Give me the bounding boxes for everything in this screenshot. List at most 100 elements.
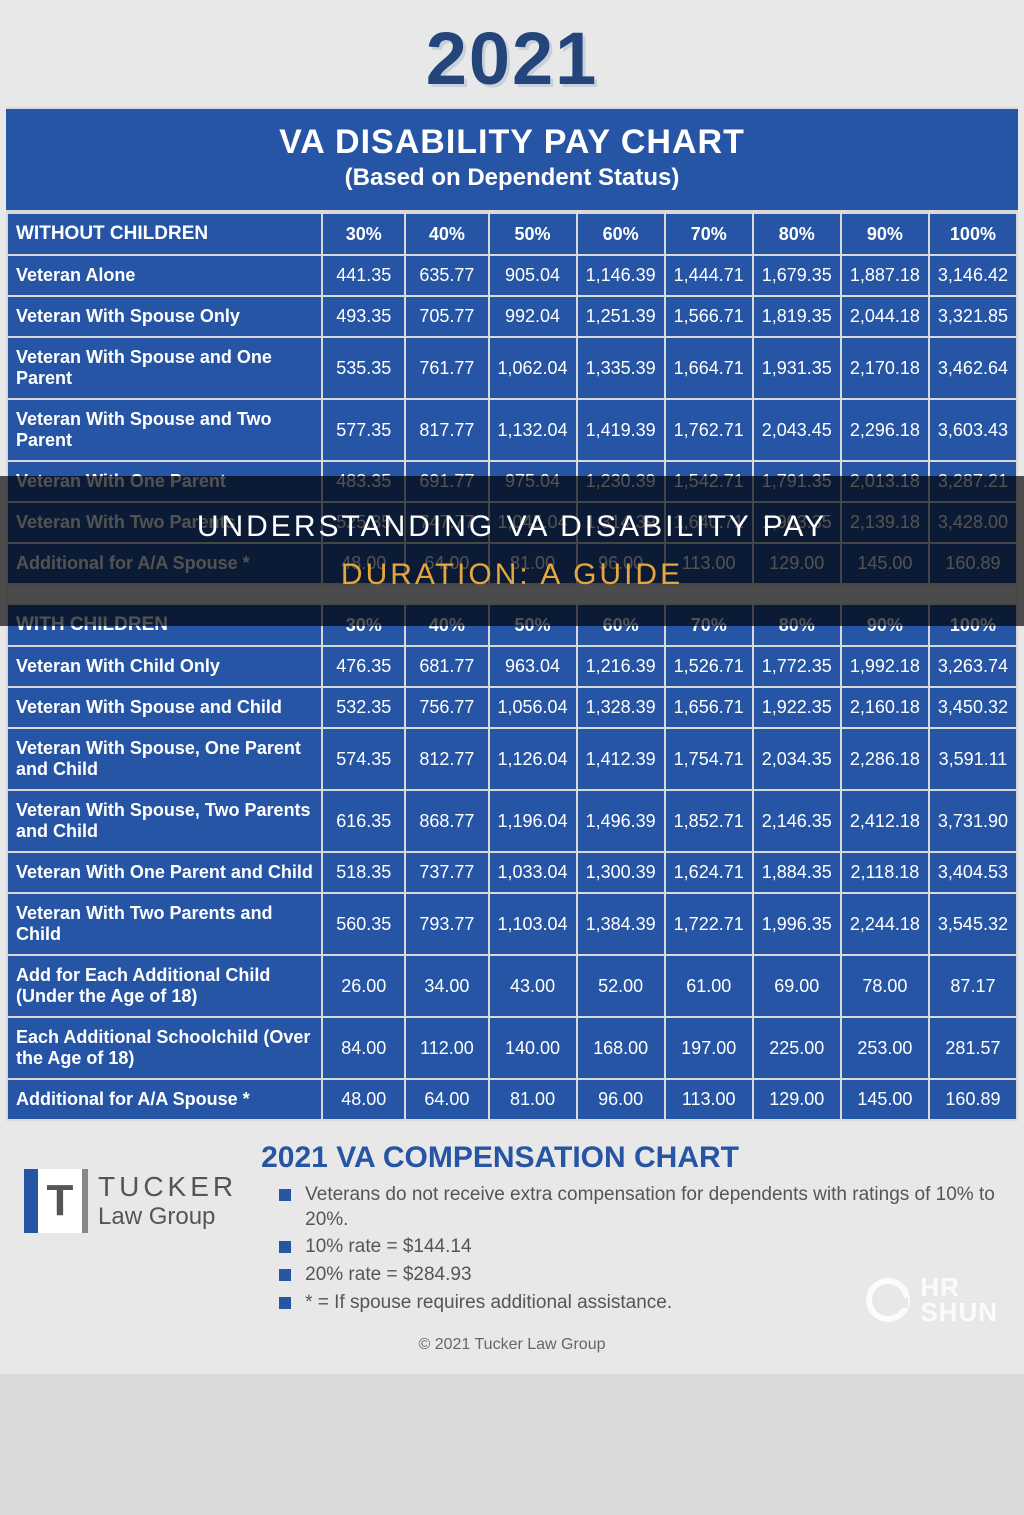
cell-value: 616.35	[323, 791, 404, 851]
footer-bullet: Veterans do not receive extra compensati…	[279, 1183, 1000, 1232]
cell-value: 574.35	[323, 729, 404, 789]
cell-value: 113.00	[666, 1080, 752, 1119]
logo: T TUCKER Law Group	[24, 1141, 237, 1233]
cell-value: 1,444.71	[666, 256, 752, 295]
cell-value: 1,056.04	[490, 688, 576, 727]
watermark-line2: SHUN	[920, 1300, 998, 1325]
cell-value: 577.35	[323, 400, 404, 460]
cell-value: 1,722.71	[666, 894, 752, 954]
logo-text: TUCKER Law Group	[98, 1171, 237, 1231]
cell-value: 705.77	[406, 297, 487, 336]
cell-value: 535.35	[323, 338, 404, 398]
cell-value: 43.00	[490, 956, 576, 1016]
overlay-banner: UNDERSTANDING VA DISABILITY PAY DURATION…	[0, 476, 1024, 626]
chart-container: 2021 VA DISABILITY PAY CHART (Based on D…	[6, 6, 1018, 1368]
watermark-text: HR SHUN	[920, 1275, 998, 1324]
table-row: Veteran With Child Only476.35681.77963.0…	[8, 647, 1016, 686]
row-label: Veteran With Two Parents and Child	[8, 894, 321, 954]
cell-value: 84.00	[323, 1018, 404, 1078]
cell-value: 168.00	[578, 1018, 664, 1078]
cell-value: 3,591.11	[930, 729, 1016, 789]
table-row: Veteran With Spouse, One Parent and Chil…	[8, 729, 1016, 789]
cell-value: 3,321.85	[930, 297, 1016, 336]
column-header: 30%	[323, 214, 404, 254]
cell-value: 3,450.32	[930, 688, 1016, 727]
cell-value: 225.00	[754, 1018, 840, 1078]
cell-value: 2,296.18	[842, 400, 928, 460]
table-row: Add for Each Additional Child (Under the…	[8, 956, 1016, 1016]
cell-value: 1,819.35	[754, 297, 840, 336]
cell-value: 681.77	[406, 647, 487, 686]
table-row: Veteran Alone441.35635.77905.041,146.391…	[8, 256, 1016, 295]
cell-value: 761.77	[406, 338, 487, 398]
cell-value: 3,731.90	[930, 791, 1016, 851]
table-row: Veteran With Two Parents and Child560.35…	[8, 894, 1016, 954]
cell-value: 1,126.04	[490, 729, 576, 789]
cell-value: 1,762.71	[666, 400, 752, 460]
table-row: Veteran With Spouse and One Parent535.35…	[8, 338, 1016, 398]
cell-value: 3,404.53	[930, 853, 1016, 892]
cell-value: 1,754.71	[666, 729, 752, 789]
table-row: Veteran With Spouse and Two Parent577.35…	[8, 400, 1016, 460]
table-row: Each Additional Schoolchild (Over the Ag…	[8, 1018, 1016, 1078]
cell-value: 1,624.71	[666, 853, 752, 892]
row-label: Veteran With Child Only	[8, 647, 321, 686]
page-root: 2021 VA DISABILITY PAY CHART (Based on D…	[0, 0, 1024, 1374]
cell-value: 1,922.35	[754, 688, 840, 727]
row-label: Veteran With Spouse, Two Parents and Chi…	[8, 791, 321, 851]
cell-value: 635.77	[406, 256, 487, 295]
copyright: © 2021 Tucker Law Group	[6, 1328, 1018, 1368]
row-label: Additional for A/A Spouse *	[8, 1080, 321, 1119]
cell-value: 441.35	[323, 256, 404, 295]
row-label: Veteran With Spouse and One Parent	[8, 338, 321, 398]
cell-value: 532.35	[323, 688, 404, 727]
logo-icon: T	[24, 1169, 88, 1233]
row-label: Veteran With One Parent and Child	[8, 853, 321, 892]
cell-value: 3,462.64	[930, 338, 1016, 398]
cell-value: 1,300.39	[578, 853, 664, 892]
column-header: 90%	[842, 214, 928, 254]
cell-value: 61.00	[666, 956, 752, 1016]
cell-value: 756.77	[406, 688, 487, 727]
cell-value: 2,244.18	[842, 894, 928, 954]
cell-value: 1,996.35	[754, 894, 840, 954]
cell-value: 48.00	[323, 1080, 404, 1119]
watermark: HR SHUN	[866, 1275, 998, 1324]
cell-value: 1,852.71	[666, 791, 752, 851]
row-label: Veteran With Spouse and Two Parent	[8, 400, 321, 460]
cell-value: 1,772.35	[754, 647, 840, 686]
cell-value: 1,526.71	[666, 647, 752, 686]
watermark-icon	[866, 1278, 910, 1322]
cell-value: 1,103.04	[490, 894, 576, 954]
cell-value: 3,603.43	[930, 400, 1016, 460]
cell-value: 78.00	[842, 956, 928, 1016]
year-heading: 2021	[6, 6, 1018, 107]
row-label: Veteran With Spouse, One Parent and Chil…	[8, 729, 321, 789]
cell-value: 737.77	[406, 853, 487, 892]
cell-value: 2,412.18	[842, 791, 928, 851]
chart-subtitle: (Based on Dependent Status)	[6, 164, 1018, 192]
table-row: Veteran With Spouse, Two Parents and Chi…	[8, 791, 1016, 851]
column-header: 70%	[666, 214, 752, 254]
cell-value: 2,044.18	[842, 297, 928, 336]
row-label: Each Additional Schoolchild (Over the Ag…	[8, 1018, 321, 1078]
cell-value: 1,335.39	[578, 338, 664, 398]
cell-value: 1,992.18	[842, 647, 928, 686]
cell-value: 2,118.18	[842, 853, 928, 892]
footer-bullet: 10% rate = $144.14	[279, 1235, 1000, 1260]
column-header: 100%	[930, 214, 1016, 254]
column-header: 60%	[578, 214, 664, 254]
cell-value: 112.00	[406, 1018, 487, 1078]
cell-value: 253.00	[842, 1018, 928, 1078]
cell-value: 1,033.04	[490, 853, 576, 892]
column-header: 50%	[490, 214, 576, 254]
cell-value: 1,566.71	[666, 297, 752, 336]
table-body-2: Veteran With Child Only476.35681.77963.0…	[8, 647, 1016, 1119]
column-header: 40%	[406, 214, 487, 254]
cell-value: 3,146.42	[930, 256, 1016, 295]
table-row: Veteran With Spouse Only493.35705.77992.…	[8, 297, 1016, 336]
pay-table: WITHOUT CHILDREN30%40%50%60%70%80%90%100…	[6, 212, 1018, 1121]
logo-line1: TUCKER	[98, 1171, 237, 1203]
cell-value: 52.00	[578, 956, 664, 1016]
cell-value: 3,545.32	[930, 894, 1016, 954]
